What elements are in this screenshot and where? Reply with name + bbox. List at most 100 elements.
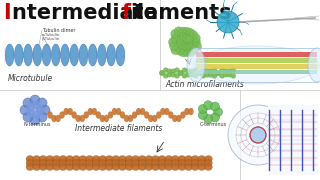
Ellipse shape	[92, 108, 97, 115]
Ellipse shape	[152, 156, 160, 163]
Ellipse shape	[128, 115, 133, 122]
Ellipse shape	[165, 159, 173, 166]
Circle shape	[159, 71, 164, 75]
Text: Microtubule: Microtubule	[8, 74, 53, 83]
Circle shape	[186, 72, 191, 77]
Text: Tubulin dimer: Tubulin dimer	[42, 28, 76, 33]
Circle shape	[191, 33, 200, 42]
Ellipse shape	[198, 111, 207, 120]
Ellipse shape	[138, 163, 146, 170]
Ellipse shape	[191, 156, 199, 163]
Ellipse shape	[138, 156, 146, 163]
Text: Intermediate filaments: Intermediate filaments	[75, 124, 162, 133]
Ellipse shape	[92, 159, 100, 166]
Ellipse shape	[132, 156, 140, 163]
Circle shape	[223, 69, 228, 74]
Ellipse shape	[124, 115, 129, 122]
Circle shape	[182, 34, 190, 42]
Ellipse shape	[211, 113, 220, 122]
Ellipse shape	[171, 159, 179, 166]
Ellipse shape	[56, 115, 60, 122]
Circle shape	[190, 45, 199, 54]
Circle shape	[167, 72, 172, 77]
Ellipse shape	[37, 112, 47, 122]
Circle shape	[171, 34, 180, 43]
Ellipse shape	[164, 108, 169, 115]
Ellipse shape	[92, 163, 100, 170]
Ellipse shape	[148, 115, 153, 122]
Ellipse shape	[5, 44, 14, 66]
Circle shape	[189, 69, 195, 74]
Text: Actin microfilaments: Actin microfilaments	[165, 80, 244, 89]
Circle shape	[201, 73, 206, 78]
Ellipse shape	[145, 159, 153, 166]
Circle shape	[227, 69, 232, 74]
Circle shape	[179, 33, 187, 41]
Ellipse shape	[171, 163, 179, 170]
Text: C-terminus: C-terminus	[200, 122, 227, 127]
Ellipse shape	[33, 159, 41, 166]
Ellipse shape	[160, 108, 165, 115]
Ellipse shape	[88, 44, 97, 66]
Circle shape	[178, 71, 183, 75]
Ellipse shape	[72, 156, 80, 163]
Ellipse shape	[168, 111, 173, 118]
Bar	[196, 70, 317, 74]
Ellipse shape	[116, 44, 125, 66]
Circle shape	[182, 68, 187, 73]
Circle shape	[208, 72, 213, 77]
Ellipse shape	[132, 163, 140, 170]
Circle shape	[168, 37, 177, 46]
Circle shape	[185, 41, 193, 49]
Ellipse shape	[118, 159, 126, 166]
Ellipse shape	[165, 163, 173, 170]
Ellipse shape	[20, 105, 30, 115]
Ellipse shape	[68, 108, 73, 115]
Ellipse shape	[145, 163, 153, 170]
Ellipse shape	[118, 163, 126, 170]
Ellipse shape	[46, 156, 54, 163]
Circle shape	[192, 37, 201, 46]
Ellipse shape	[112, 159, 120, 166]
Ellipse shape	[198, 156, 206, 163]
Circle shape	[212, 73, 217, 78]
Ellipse shape	[152, 115, 157, 122]
Ellipse shape	[105, 156, 113, 163]
Circle shape	[179, 27, 188, 36]
Ellipse shape	[112, 156, 120, 163]
Circle shape	[212, 68, 217, 73]
Ellipse shape	[213, 107, 222, 116]
Circle shape	[193, 68, 198, 73]
Bar	[268, 105, 318, 175]
Circle shape	[193, 73, 198, 78]
Circle shape	[177, 35, 185, 43]
Ellipse shape	[59, 159, 67, 166]
Circle shape	[220, 73, 225, 78]
Ellipse shape	[152, 159, 160, 166]
Ellipse shape	[42, 44, 51, 66]
Circle shape	[220, 68, 225, 73]
Ellipse shape	[100, 115, 105, 122]
Ellipse shape	[92, 156, 100, 163]
Ellipse shape	[308, 48, 320, 82]
Ellipse shape	[204, 163, 212, 170]
Circle shape	[163, 68, 168, 73]
Ellipse shape	[125, 163, 133, 170]
Ellipse shape	[185, 159, 193, 166]
Bar	[196, 64, 317, 69]
Circle shape	[228, 105, 288, 165]
Ellipse shape	[26, 159, 34, 166]
Ellipse shape	[46, 159, 54, 166]
Circle shape	[178, 71, 183, 75]
Circle shape	[182, 73, 187, 78]
Ellipse shape	[204, 159, 212, 166]
Ellipse shape	[198, 159, 206, 166]
Ellipse shape	[198, 163, 206, 170]
Ellipse shape	[125, 156, 133, 163]
Ellipse shape	[185, 163, 193, 170]
Ellipse shape	[85, 156, 93, 163]
Ellipse shape	[52, 115, 57, 122]
Ellipse shape	[36, 105, 44, 114]
Ellipse shape	[107, 44, 116, 66]
Ellipse shape	[105, 163, 113, 170]
